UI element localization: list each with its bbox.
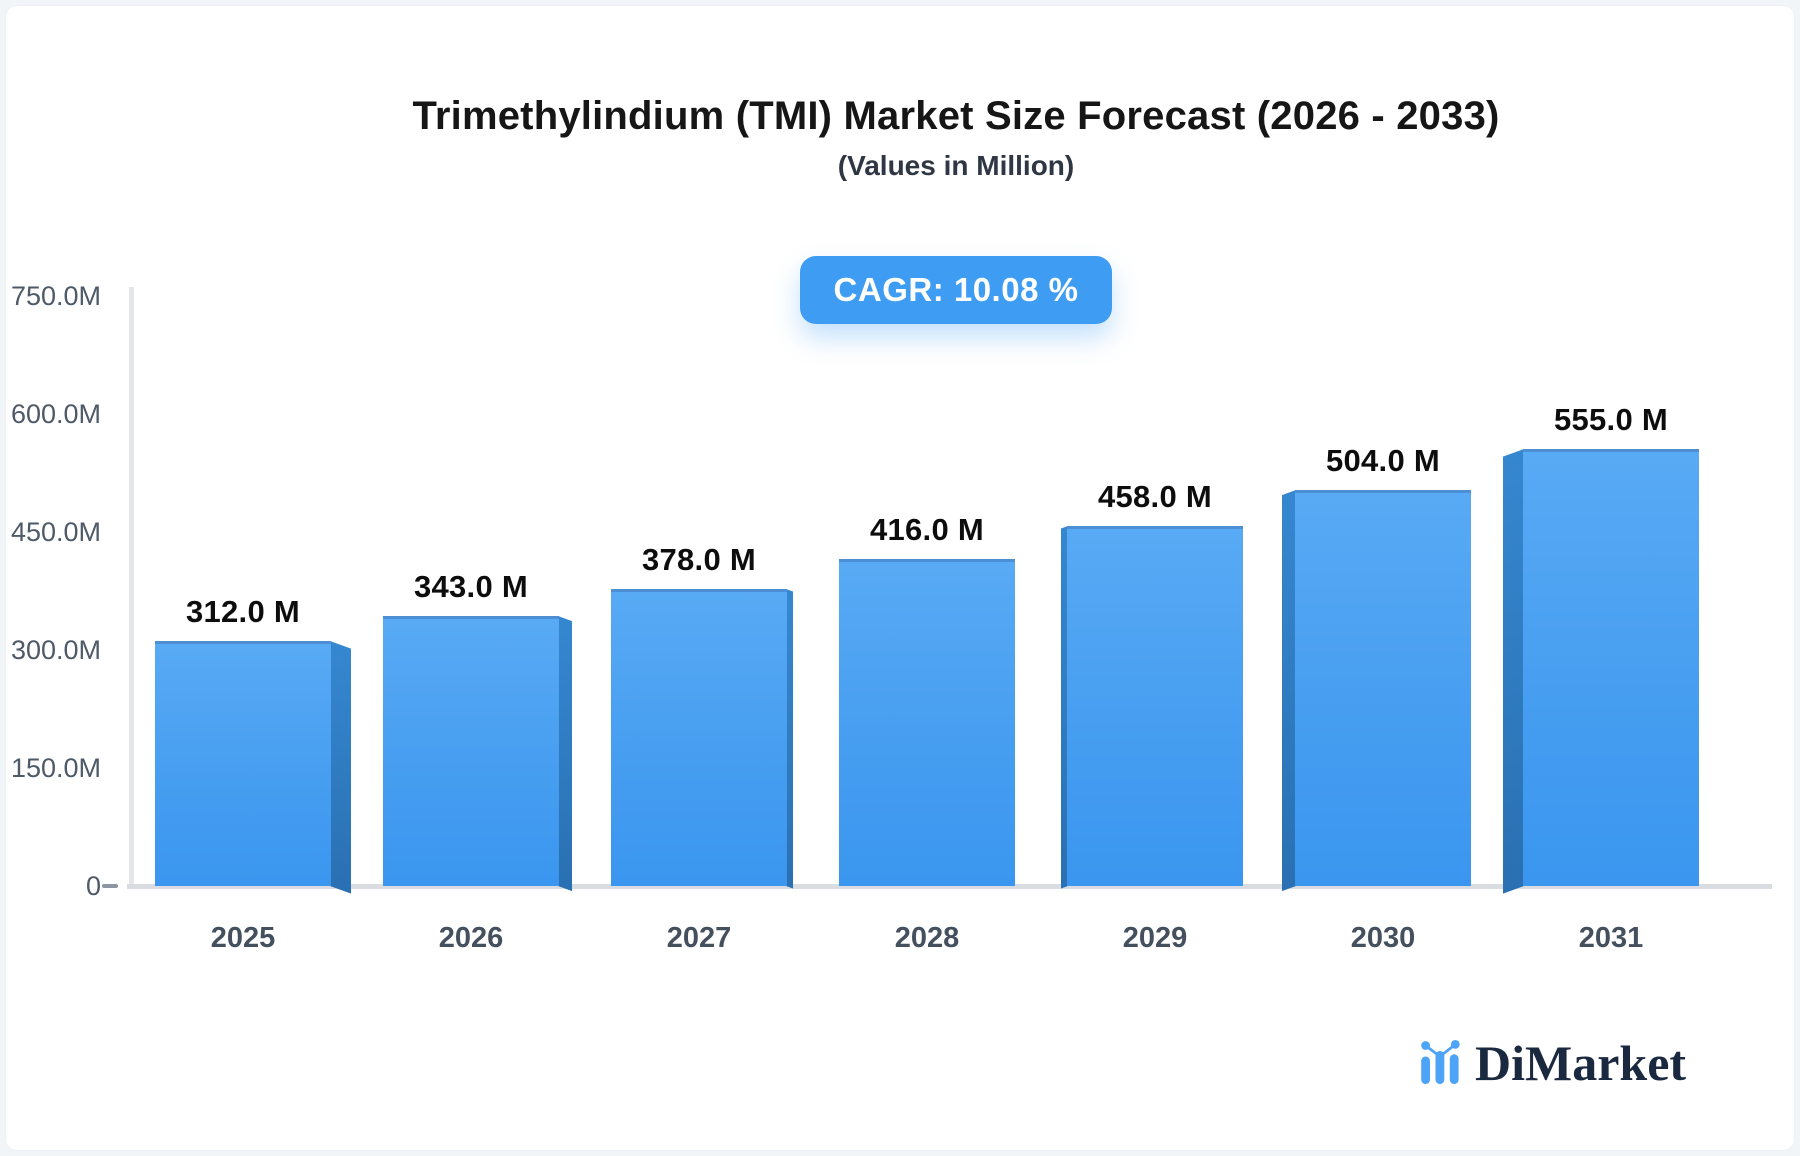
cagr-badge: CAGR: 10.08 % (799, 256, 1113, 324)
bar-value-label: 458.0 M (1097, 479, 1213, 514)
x-tick-label: 2025 (210, 922, 276, 954)
brand-logo: DiMarket (1421, 1038, 1686, 1088)
chart-subtitle: (Values in Million) (837, 150, 1075, 181)
chart-card: Trimethylindium (TMI) Market Size Foreca… (5, 5, 1795, 1151)
chart-title: Trimethylindium (TMI) Market Size Foreca… (412, 94, 1500, 138)
bar-2028[interactable] (839, 559, 1015, 886)
bar-value-label: 312.0 M (185, 594, 301, 629)
bar-value-label: 343.0 M (413, 569, 529, 604)
x-tick-label: 2026 (438, 922, 504, 954)
cagr-badge-row: CAGR: 10.08 % (136, 256, 1776, 324)
y-tick-label: 0 (85, 871, 101, 901)
x-tick-label: 2031 (1578, 922, 1644, 954)
brand-name: DiMarket (1475, 1035, 1687, 1091)
x-tick-label: 2029 (1122, 922, 1188, 954)
bar-3d-side-face (558, 616, 572, 892)
bar-chart-logo-icon (1421, 1040, 1460, 1084)
x-axis-baseline (127, 884, 1772, 889)
bar-value-label: 416.0 M (869, 512, 985, 547)
y-tick-label: 450.0M (10, 517, 101, 547)
bar-2027[interactable] (611, 589, 787, 886)
bar-2026[interactable] (383, 616, 559, 886)
bar-2025[interactable] (155, 641, 331, 886)
x-tick-label: 2027 (666, 922, 732, 954)
bar-3d-side-face (1503, 449, 1524, 894)
bar-3d-side-face (330, 641, 351, 894)
y-tick-label: 300.0M (10, 635, 101, 665)
y-axis-line (129, 287, 134, 886)
bar-value-label: 378.0 M (641, 542, 757, 577)
bar-value-label: 504.0 M (1325, 443, 1441, 478)
bar-chart-plot: 0 150.0M 300.0M 450.0M 600.0M 750.0M 312.0 M 20… (6, 6, 1794, 1150)
bar-value-label: 555.0 M (1553, 402, 1669, 437)
y-tick-label: 600.0M (10, 399, 101, 429)
bar-3d-side-face (786, 589, 793, 889)
bar-2031[interactable] (1523, 449, 1699, 886)
y-tick-label: 750.0M (10, 281, 101, 311)
bar-3d-side-face (1282, 490, 1296, 892)
zero-tick-mark (102, 884, 118, 888)
x-tick-label: 2030 (1350, 922, 1416, 954)
bar-2029[interactable] (1067, 526, 1243, 886)
x-tick-label: 2028 (894, 922, 960, 954)
y-tick-label: 150.0M (10, 753, 101, 783)
bar-2030[interactable] (1295, 490, 1471, 886)
